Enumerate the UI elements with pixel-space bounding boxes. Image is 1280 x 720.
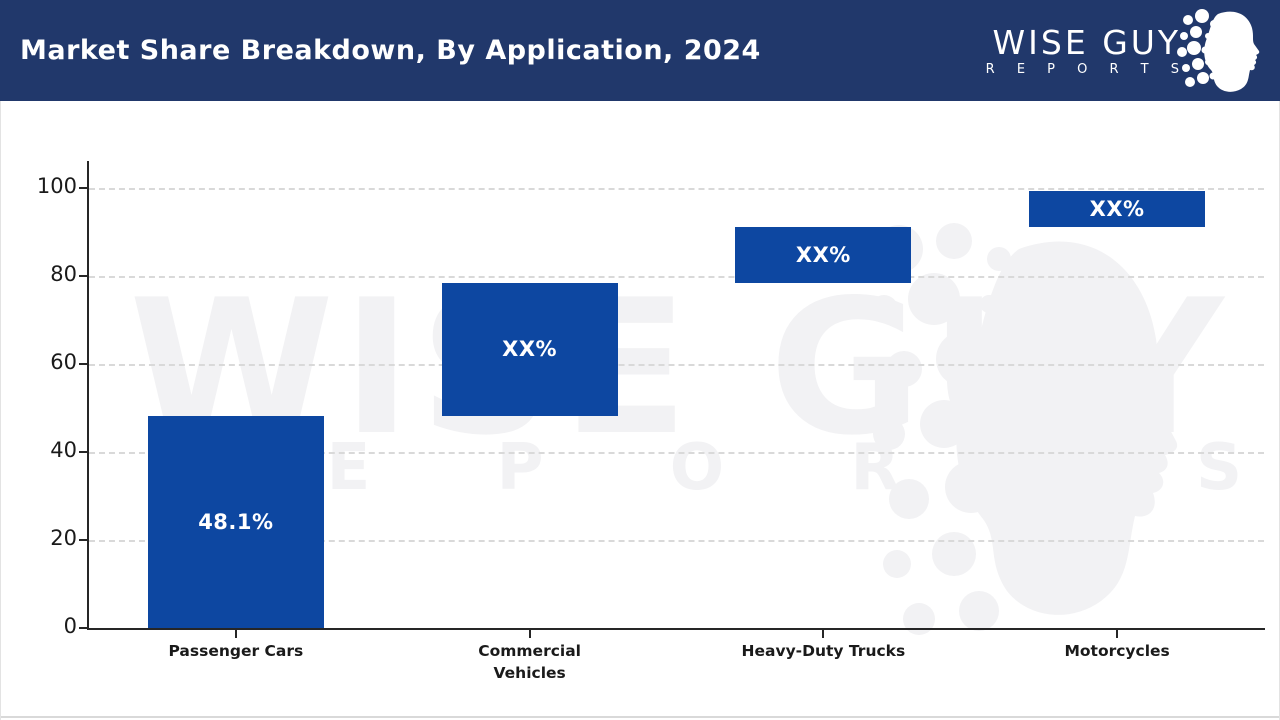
x-axis-tick-mark (528, 630, 531, 638)
y-axis-tick-label: 40 (50, 438, 77, 462)
gridline-y-40 (89, 452, 1264, 454)
y-axis-tick-mark (79, 539, 87, 541)
gridline-y-80 (89, 276, 1264, 278)
gridline-y-100 (89, 188, 1264, 190)
gridline-y-60 (89, 364, 1264, 366)
watermark-face-profile (870, 223, 1178, 635)
chart-area: WISE GUY R E P O R T S 0 20 40 60 80 100 48.1%… (0, 101, 1280, 720)
bar-segment-3: XX% (735, 226, 912, 283)
y-axis-tick-mark (79, 187, 87, 189)
x-axis-tick-mark (822, 630, 825, 638)
bar-segment-2: XX% (441, 282, 618, 417)
bar-value-label: XX% (502, 337, 558, 362)
bar-value-label: XX% (795, 242, 851, 267)
x-axis-category-label: Heavy-Duty Trucks (741, 642, 906, 660)
y-axis-tick-label: 0 (63, 614, 77, 638)
brand-logo-text: WISE GUY R E P O R T S (986, 26, 1188, 77)
page-title: Market Share Breakdown, By Application, … (20, 35, 761, 66)
y-axis-line (87, 161, 89, 630)
bar-segment-4: XX% (1029, 190, 1206, 227)
brand-logo: WISE GUY R E P O R T S (986, 6, 1266, 96)
x-axis-category-label: Motorcycles (1064, 642, 1170, 660)
bar-segment-1: 48.1% (147, 416, 324, 628)
y-axis-tick-mark (79, 627, 87, 629)
x-axis-category-label: Commercial Vehicles (478, 642, 581, 682)
y-axis-tick-label: 80 (50, 262, 77, 286)
x-axis-tick-mark (1116, 630, 1119, 638)
x-axis-line (87, 628, 1265, 630)
y-axis-tick-label: 60 (50, 350, 77, 374)
footer-divider (1, 716, 1279, 718)
y-axis-tick-mark (79, 275, 87, 277)
gridline-y-20 (89, 540, 1264, 542)
y-axis-tick-label: 20 (50, 526, 77, 550)
brand-name: WISE GUY (992, 22, 1182, 62)
brand-subtitle: R E P O R T S (985, 61, 1188, 77)
bar-value-label: 48.1% (198, 510, 274, 535)
y-axis-tick-label: 100 (36, 174, 77, 198)
header-bar: Market Share Breakdown, By Application, … (0, 0, 1280, 101)
x-axis-category-label: Passenger Cars (168, 642, 304, 660)
face-profile-logo-icon (1177, 9, 1260, 92)
bar-value-label: XX% (1089, 196, 1145, 221)
y-axis-tick-mark (79, 451, 87, 453)
x-axis-tick-mark (234, 630, 237, 638)
y-axis-tick-mark (79, 363, 87, 365)
